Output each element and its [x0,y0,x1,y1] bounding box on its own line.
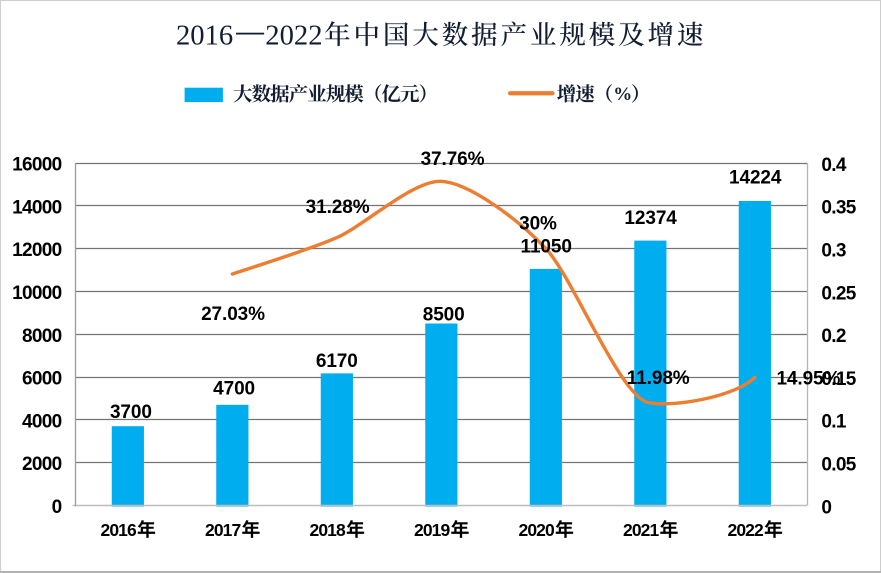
svg-text:0.25: 0.25 [821,283,856,304]
svg-text:14224: 14224 [729,168,782,189]
svg-text:2022: 2022 [265,20,322,51]
svg-text:16000: 16000 [12,155,61,176]
svg-text:3700: 3700 [110,402,152,423]
svg-text:2016: 2016 [176,20,233,51]
svg-text:6000: 6000 [22,369,62,390]
svg-text:0: 0 [52,497,62,518]
svg-text:0.1: 0.1 [821,412,846,433]
svg-text:8000: 8000 [22,326,62,347]
svg-text:2019: 2019 [414,520,450,540]
svg-text:0.05: 0.05 [821,455,856,476]
svg-text:0.15: 0.15 [821,369,856,390]
svg-text:10000: 10000 [12,283,61,304]
svg-text:6170: 6170 [316,351,358,372]
svg-text:0.2: 0.2 [821,326,845,347]
svg-text:2016: 2016 [101,520,137,540]
svg-text:2022: 2022 [728,520,764,540]
svg-text:0.3: 0.3 [821,241,845,262]
svg-text:8500: 8500 [423,304,465,325]
svg-text:2020: 2020 [519,520,555,540]
svg-text:0.35: 0.35 [821,198,856,219]
svg-text:11.98%: 11.98% [627,368,690,389]
svg-text:30%: 30% [519,214,557,235]
svg-text:12000: 12000 [12,240,61,261]
svg-text:2000: 2000 [22,454,62,475]
svg-text:0: 0 [821,497,831,518]
svg-text:12374: 12374 [624,208,677,229]
svg-text:27.03%: 27.03% [201,304,265,325]
svg-text:37.76%: 37.76% [421,149,485,170]
svg-text:%: % [613,84,632,105]
svg-text:31.28%: 31.28% [306,197,370,218]
svg-text:14.95%: 14.95% [776,369,840,390]
svg-text:2018: 2018 [310,520,346,540]
svg-text:14000: 14000 [12,197,61,218]
svg-text:11050: 11050 [521,237,572,258]
svg-text:2017: 2017 [205,520,240,540]
svg-text:4000: 4000 [22,411,62,432]
svg-text:4700: 4700 [213,378,255,399]
svg-text:0.4: 0.4 [821,155,846,176]
svg-text:2021: 2021 [623,520,659,540]
